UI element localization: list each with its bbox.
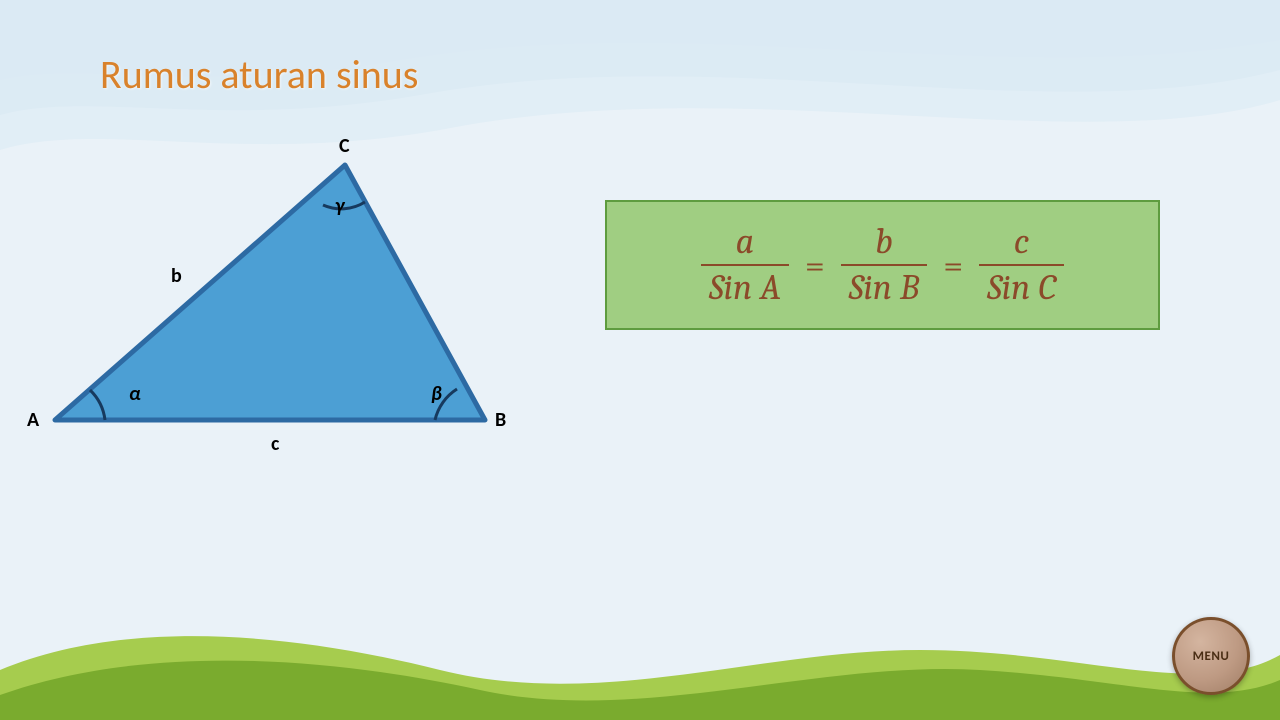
angle-beta: β — [431, 382, 442, 406]
triangle-diagram: A B C b c α β γ — [45, 150, 525, 470]
equals-1: = — [801, 245, 829, 286]
menu-button[interactable]: MENU — [1172, 617, 1250, 695]
angle-gamma: γ — [335, 194, 344, 218]
vertex-a-label: A — [27, 408, 39, 432]
angle-alpha: α — [129, 382, 141, 406]
slide-title: Rumus aturan sinus — [100, 50, 418, 99]
vertex-c-label: C — [339, 134, 350, 158]
vertex-b-label: B — [495, 408, 506, 432]
side-c-label: c — [271, 432, 279, 456]
formula-box: a Sin A = b Sin B = c Sin C — [605, 200, 1160, 330]
equals-2: = — [939, 245, 967, 286]
hills-decoration — [0, 600, 1280, 720]
fraction-c: c Sin C — [979, 222, 1064, 307]
menu-button-label: MENU — [1193, 649, 1230, 664]
fraction-a: a Sin A — [701, 222, 789, 307]
fraction-b: b Sin B — [841, 222, 927, 307]
side-b-label: b — [171, 264, 182, 288]
sine-rule-formula: a Sin A = b Sin B = c Sin C — [701, 222, 1064, 307]
